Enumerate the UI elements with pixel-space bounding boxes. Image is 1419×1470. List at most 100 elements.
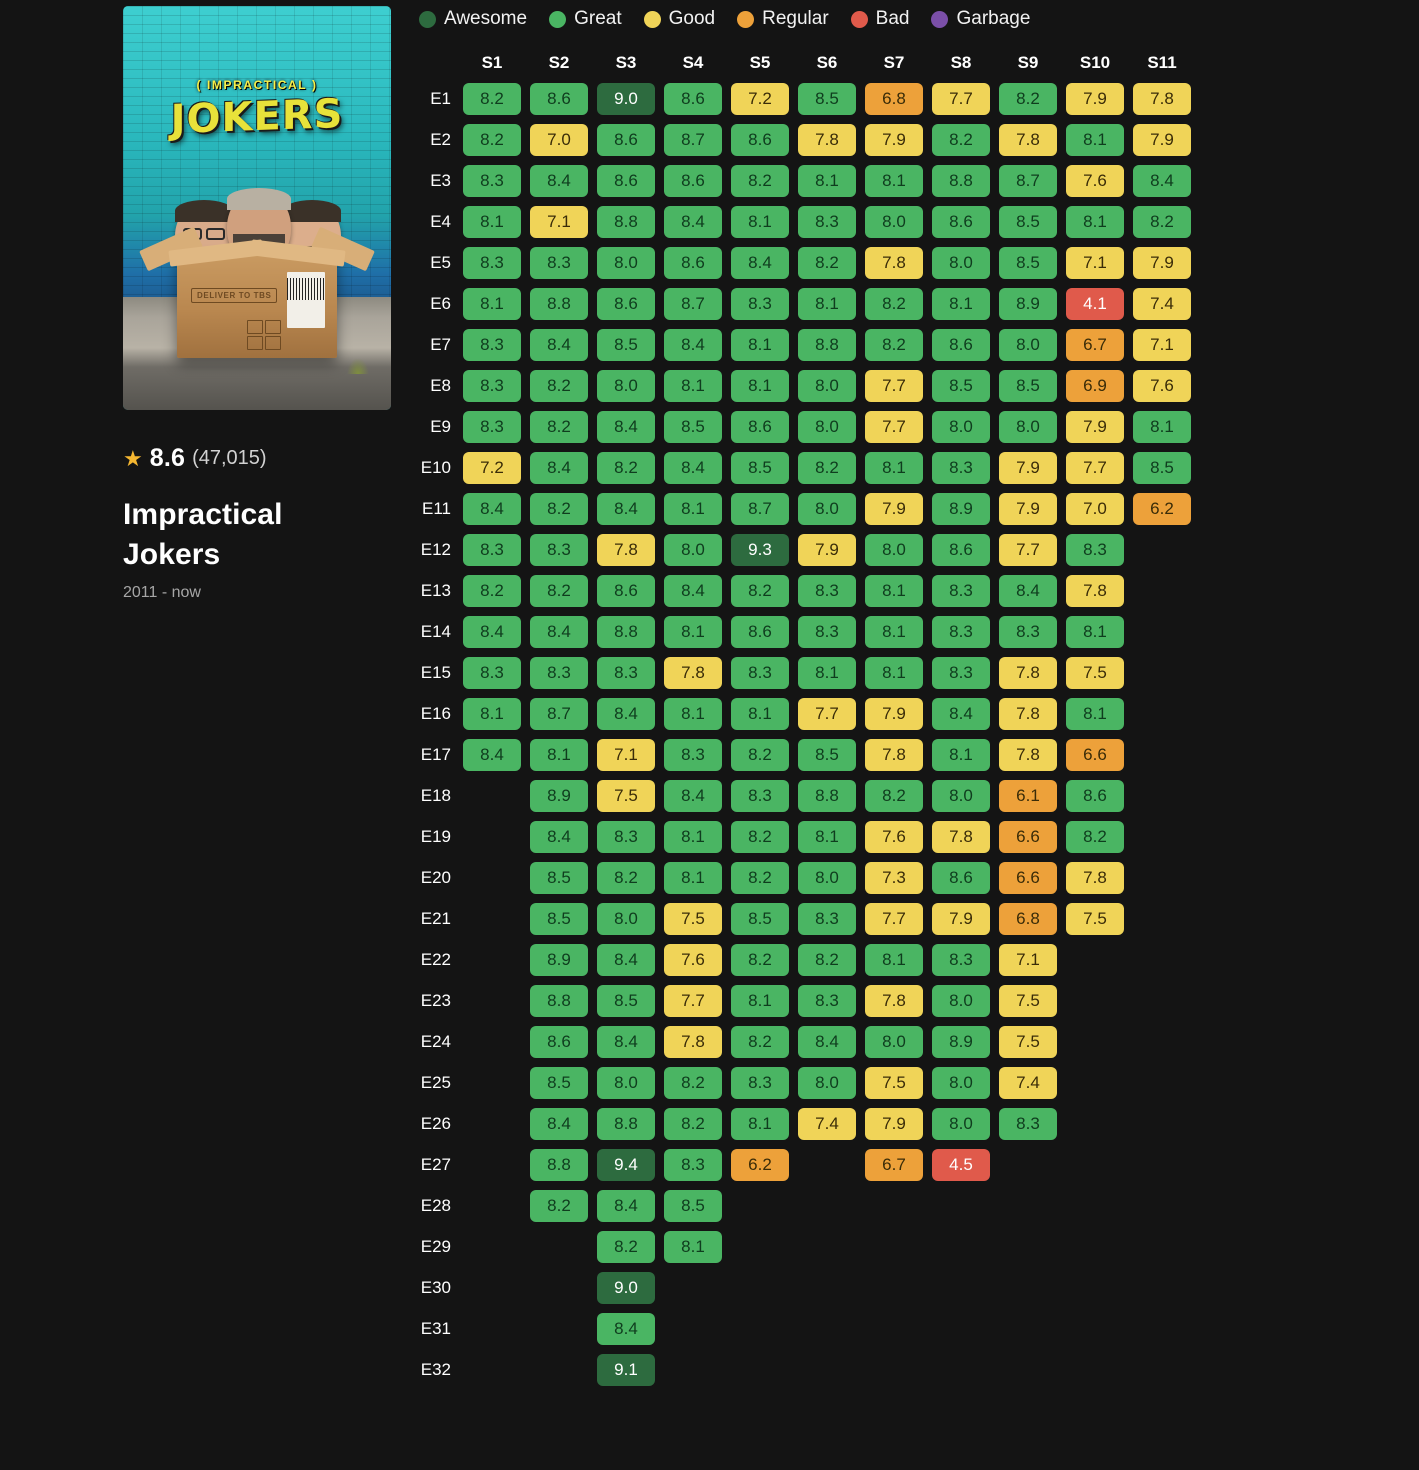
heatmap-cell-e11-s11[interactable]: 6.2 <box>1133 492 1191 525</box>
heatmap-cell-e23-s4[interactable]: 7.7 <box>664 984 722 1017</box>
heatmap-cell-e13-s1[interactable]: 8.2 <box>463 574 521 607</box>
episode-label-e18[interactable]: E18 <box>420 785 451 805</box>
heatmap-cell-e17-s9[interactable]: 7.8 <box>999 738 1057 771</box>
heatmap-cell-e7-s2[interactable]: 8.4 <box>530 328 588 361</box>
heatmap-cell-e24-s2[interactable]: 8.6 <box>530 1025 588 1058</box>
heatmap-cell-e21-s3[interactable]: 8.0 <box>597 902 655 935</box>
heatmap-cell-e19-s6[interactable]: 8.1 <box>798 820 856 853</box>
show-poster[interactable]: ( IMPRACTICAL ) JOKERS <box>123 6 391 410</box>
heatmap-cell-e20-s6[interactable]: 8.0 <box>798 861 856 894</box>
heatmap-cell-e27-s7[interactable]: 6.7 <box>865 1148 923 1181</box>
heatmap-cell-e8-s3[interactable]: 8.0 <box>597 369 655 402</box>
heatmap-cell-e8-s2[interactable]: 8.2 <box>530 369 588 402</box>
heatmap-cell-e1-s5[interactable]: 7.2 <box>731 82 789 115</box>
episode-label-e28[interactable]: E28 <box>420 1195 451 1215</box>
heatmap-cell-e19-s7[interactable]: 7.6 <box>865 820 923 853</box>
heatmap-cell-e4-s10[interactable]: 8.1 <box>1066 205 1124 238</box>
heatmap-cell-e3-s10[interactable]: 7.6 <box>1066 164 1124 197</box>
season-header-s2[interactable]: S2 <box>548 53 570 72</box>
heatmap-cell-e16-s10[interactable]: 8.1 <box>1066 697 1124 730</box>
heatmap-cell-e24-s3[interactable]: 8.4 <box>597 1025 655 1058</box>
season-header-s10[interactable]: S10 <box>1079 53 1111 72</box>
episode-label-e8[interactable]: E8 <box>430 375 451 395</box>
episode-label-e13[interactable]: E13 <box>420 580 451 600</box>
heatmap-cell-e25-s7[interactable]: 7.5 <box>865 1066 923 1099</box>
heatmap-cell-e10-s4[interactable]: 8.4 <box>664 451 722 484</box>
heatmap-cell-e12-s8[interactable]: 8.6 <box>932 533 990 566</box>
heatmap-cell-e21-s6[interactable]: 8.3 <box>798 902 856 935</box>
episode-label-e25[interactable]: E25 <box>420 1072 451 1092</box>
heatmap-cell-e9-s3[interactable]: 8.4 <box>597 410 655 443</box>
episode-label-e32[interactable]: E32 <box>420 1359 451 1379</box>
heatmap-cell-e7-s9[interactable]: 8.0 <box>999 328 1057 361</box>
heatmap-cell-e25-s8[interactable]: 8.0 <box>932 1066 990 1099</box>
heatmap-cell-e3-s11[interactable]: 8.4 <box>1133 164 1191 197</box>
heatmap-cell-e27-s3[interactable]: 9.4 <box>597 1148 655 1181</box>
heatmap-cell-e20-s9[interactable]: 6.6 <box>999 861 1057 894</box>
heatmap-cell-e1-s2[interactable]: 8.6 <box>530 82 588 115</box>
heatmap-cell-e12-s9[interactable]: 7.7 <box>999 533 1057 566</box>
heatmap-cell-e7-s6[interactable]: 8.8 <box>798 328 856 361</box>
heatmap-cell-e10-s10[interactable]: 7.7 <box>1066 451 1124 484</box>
episode-label-e12[interactable]: E12 <box>420 539 451 559</box>
episode-label-e4[interactable]: E4 <box>430 211 451 231</box>
heatmap-cell-e24-s8[interactable]: 8.9 <box>932 1025 990 1058</box>
heatmap-cell-e14-s8[interactable]: 8.3 <box>932 615 990 648</box>
heatmap-cell-e5-s9[interactable]: 8.5 <box>999 246 1057 279</box>
heatmap-cell-e21-s4[interactable]: 7.5 <box>664 902 722 935</box>
episode-label-e24[interactable]: E24 <box>420 1031 451 1051</box>
heatmap-cell-e4-s4[interactable]: 8.4 <box>664 205 722 238</box>
heatmap-cell-e22-s9[interactable]: 7.1 <box>999 943 1057 976</box>
heatmap-cell-e6-s11[interactable]: 7.4 <box>1133 287 1191 320</box>
heatmap-cell-e16-s7[interactable]: 7.9 <box>865 697 923 730</box>
heatmap-cell-e22-s7[interactable]: 8.1 <box>865 943 923 976</box>
heatmap-cell-e4-s5[interactable]: 8.1 <box>731 205 789 238</box>
heatmap-cell-e21-s9[interactable]: 6.8 <box>999 902 1057 935</box>
heatmap-cell-e29-s3[interactable]: 8.2 <box>597 1230 655 1263</box>
heatmap-cell-e6-s8[interactable]: 8.1 <box>932 287 990 320</box>
heatmap-cell-e1-s3[interactable]: 9.0 <box>597 82 655 115</box>
heatmap-cell-e6-s4[interactable]: 8.7 <box>664 287 722 320</box>
heatmap-cell-e5-s6[interactable]: 8.2 <box>798 246 856 279</box>
heatmap-cell-e5-s11[interactable]: 7.9 <box>1133 246 1191 279</box>
heatmap-cell-e2-s1[interactable]: 8.2 <box>463 123 521 156</box>
heatmap-cell-e20-s3[interactable]: 8.2 <box>597 861 655 894</box>
heatmap-cell-e9-s6[interactable]: 8.0 <box>798 410 856 443</box>
heatmap-cell-e12-s7[interactable]: 8.0 <box>865 533 923 566</box>
heatmap-cell-e2-s11[interactable]: 7.9 <box>1133 123 1191 156</box>
heatmap-cell-e13-s2[interactable]: 8.2 <box>530 574 588 607</box>
heatmap-cell-e7-s8[interactable]: 8.6 <box>932 328 990 361</box>
heatmap-cell-e1-s8[interactable]: 7.7 <box>932 82 990 115</box>
heatmap-cell-e10-s11[interactable]: 8.5 <box>1133 451 1191 484</box>
heatmap-cell-e5-s10[interactable]: 7.1 <box>1066 246 1124 279</box>
heatmap-cell-e7-s7[interactable]: 8.2 <box>865 328 923 361</box>
heatmap-cell-e15-s3[interactable]: 8.3 <box>597 656 655 689</box>
heatmap-cell-e16-s1[interactable]: 8.1 <box>463 697 521 730</box>
heatmap-cell-e5-s7[interactable]: 7.8 <box>865 246 923 279</box>
episode-label-e15[interactable]: E15 <box>420 662 451 682</box>
heatmap-cell-e6-s3[interactable]: 8.6 <box>597 287 655 320</box>
heatmap-cell-e26-s3[interactable]: 8.8 <box>597 1107 655 1140</box>
episode-label-e30[interactable]: E30 <box>420 1277 451 1297</box>
heatmap-cell-e17-s8[interactable]: 8.1 <box>932 738 990 771</box>
heatmap-cell-e15-s5[interactable]: 8.3 <box>731 656 789 689</box>
heatmap-cell-e12-s1[interactable]: 8.3 <box>463 533 521 566</box>
heatmap-cell-e15-s8[interactable]: 8.3 <box>932 656 990 689</box>
heatmap-cell-e11-s5[interactable]: 8.7 <box>731 492 789 525</box>
episode-label-e7[interactable]: E7 <box>430 334 451 354</box>
heatmap-cell-e6-s2[interactable]: 8.8 <box>530 287 588 320</box>
heatmap-cell-e7-s5[interactable]: 8.1 <box>731 328 789 361</box>
heatmap-cell-e26-s9[interactable]: 8.3 <box>999 1107 1057 1140</box>
heatmap-cell-e20-s8[interactable]: 8.6 <box>932 861 990 894</box>
heatmap-cell-e1-s1[interactable]: 8.2 <box>463 82 521 115</box>
heatmap-cell-e26-s7[interactable]: 7.9 <box>865 1107 923 1140</box>
heatmap-cell-e8-s9[interactable]: 8.5 <box>999 369 1057 402</box>
heatmap-cell-e13-s3[interactable]: 8.6 <box>597 574 655 607</box>
heatmap-cell-e26-s2[interactable]: 8.4 <box>530 1107 588 1140</box>
heatmap-cell-e5-s2[interactable]: 8.3 <box>530 246 588 279</box>
episode-label-e19[interactable]: E19 <box>420 826 451 846</box>
episode-label-e10[interactable]: E10 <box>420 457 451 477</box>
episode-label-e16[interactable]: E16 <box>420 703 451 723</box>
heatmap-cell-e11-s9[interactable]: 7.9 <box>999 492 1057 525</box>
heatmap-cell-e9-s5[interactable]: 8.6 <box>731 410 789 443</box>
